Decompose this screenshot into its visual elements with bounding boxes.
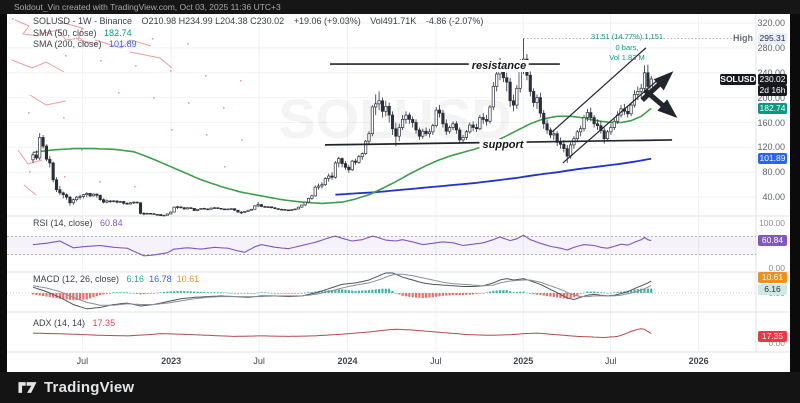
chart-panel: SOLUSD SOLUSD - 1W - Binance O210.98 H23… <box>7 14 790 372</box>
adx-axis-badge: 17.35 <box>758 330 787 342</box>
indicator-axis-label: 100.00 <box>759 218 785 228</box>
attribution-bar: Soldout_Vin created with TradingView.com… <box>0 0 800 14</box>
tradingview-logo-icon <box>18 382 37 393</box>
time-axis-label: Jul <box>430 356 442 366</box>
high-label: High <box>733 33 753 43</box>
measure-line3: Vol 1.83 M <box>609 53 645 62</box>
price-axis-label: 40.00 <box>762 192 785 203</box>
symbol-axis-badge: SOLUSD <box>720 73 756 85</box>
sma200-value: 101.89 <box>109 39 137 49</box>
volume-change-value: -4.86 (-2.07%) <box>425 16 484 26</box>
adx-label: ADX (14, 14) <box>33 318 86 328</box>
macd-hist-value: 6.16 <box>126 274 145 284</box>
channel-upper-trendline <box>551 47 647 133</box>
down-arrow <box>643 88 678 118</box>
red-noise-decoration <box>11 18 243 196</box>
rsi-legend[interactable]: RSI (14, close) 60.84 <box>33 218 123 228</box>
rsi-axis-badge: 60.84 <box>758 235 787 246</box>
macd-label: MACD (12, 26, close) <box>33 274 120 284</box>
price-axis-label: 120.00 <box>757 142 785 153</box>
price-axis-label: 160.00 <box>757 117 785 128</box>
countdown-axis-badge: 2d 16h <box>758 85 787 96</box>
time-axis-label: Jul <box>253 356 265 366</box>
ohlc-values: O210.98 H234.99 L204.38 C230.02 <box>141 16 285 26</box>
macd-legend[interactable]: MACD (12, 26, close) 6.16 16.78 10.61 <box>33 274 199 284</box>
time-axis-label: 2025 <box>513 356 534 366</box>
sma200-axis-badge: 101.89 <box>758 153 787 164</box>
symbol-title: SOLUSD - 1W - Binance <box>33 16 133 26</box>
rsi-line <box>32 234 652 257</box>
measure-line1: 31.51 (14.77%) 1,151 <box>590 32 664 41</box>
rsi-label: RSI (14, close) <box>33 218 93 228</box>
indicator-axis-label: 0.00 <box>768 338 785 348</box>
price-axis-badge: 230.02 <box>758 73 787 85</box>
macd-signal-axis-badge: 10.61 <box>758 271 787 283</box>
time-axis-label: Jul <box>604 356 617 366</box>
time-axis-label: Jul <box>76 356 89 366</box>
time-axis-label: 2024 <box>337 356 358 366</box>
measure-line2: 0 bars, <box>615 42 639 52</box>
adx-legend[interactable]: ADX (14, 14) 17.35 <box>33 318 115 328</box>
adx-line <box>32 328 652 339</box>
time-axis-label: 2026 <box>688 356 709 366</box>
watermark-text: SOLUSD <box>278 87 511 150</box>
candlesticks <box>31 38 653 217</box>
price-axis-label: 280.00 <box>757 42 785 53</box>
sma50-value: 182.74 <box>104 28 132 38</box>
indicator-axis-label: 0.00 <box>768 263 785 273</box>
sma50-line <box>32 107 652 205</box>
brand-bar: TradingView <box>0 372 800 403</box>
resistance-label[interactable]: resistance <box>468 60 530 72</box>
macd-histogram <box>31 288 653 301</box>
support-label[interactable]: support <box>479 139 527 151</box>
high-axis-badge: 295.31 <box>758 33 787 44</box>
attribution-text: Soldout_Vin created with TradingView.com… <box>14 2 281 12</box>
price-axis-label: 320.00 <box>757 18 785 28</box>
up-arrow <box>640 71 674 102</box>
price-axis-label: 240.00 <box>757 67 785 78</box>
chart-plot-area[interactable]: SOLUSD <box>7 14 790 372</box>
measure-annotation[interactable]: 31.51 (14.77%) 1,151 0 bars, Vol 1.83 M <box>562 32 692 64</box>
change-value: +19.06 (+9.03%) <box>293 16 361 26</box>
adx-value: 17.35 <box>92 318 116 328</box>
sma50-legend[interactable]: SMA (50, close) 182.74 <box>33 28 132 38</box>
price-axis-label: 80.00 <box>762 167 785 178</box>
sma200-line <box>335 157 652 196</box>
macd-value: 16.78 <box>149 274 172 284</box>
sma50-label: SMA (50, close) <box>33 28 97 38</box>
sma50-axis-badge: 182.74 <box>758 103 787 114</box>
symbol-legend[interactable]: SOLUSD - 1W - Binance O210.98 H234.99 L2… <box>33 16 483 26</box>
sma200-legend[interactable]: SMA (200, close) 101.89 <box>33 39 137 49</box>
macd-signal-value: 10.61 <box>176 274 200 284</box>
sma200-label: SMA (200, close) <box>33 39 102 49</box>
time-axis-label: 2023 <box>161 356 182 366</box>
macd-hist-axis-badge: 6.16 <box>758 283 787 295</box>
volume-value: Vol491.71K <box>370 16 417 26</box>
brand-name: TradingView <box>44 379 135 396</box>
price-axis-label: 200.00 <box>757 92 785 103</box>
rsi-value: 60.84 <box>100 218 123 228</box>
